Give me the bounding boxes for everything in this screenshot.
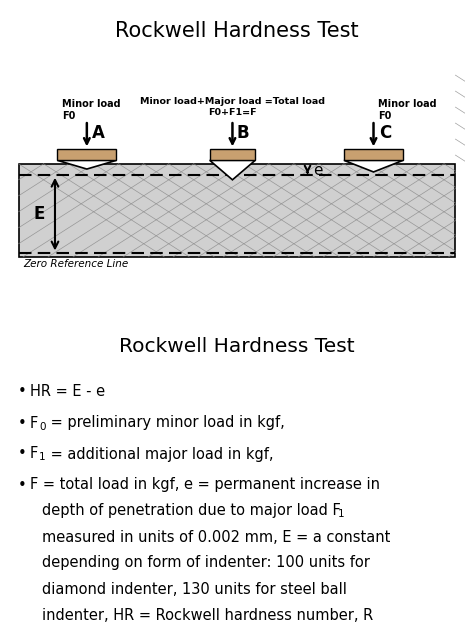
- Text: F0+F1=F: F0+F1=F: [208, 109, 257, 118]
- Text: Minor load: Minor load: [378, 99, 437, 109]
- Bar: [210, 149, 255, 161]
- Polygon shape: [344, 161, 403, 172]
- Text: •: •: [18, 446, 27, 461]
- Text: E: E: [33, 205, 45, 223]
- Text: •: •: [18, 478, 27, 492]
- Bar: [57, 149, 117, 161]
- Polygon shape: [210, 161, 255, 179]
- Text: depending on form of indenter: 100 units for: depending on form of indenter: 100 units…: [42, 556, 370, 571]
- Bar: [18, 164, 456, 257]
- Text: diamond indenter, 130 units for steel ball: diamond indenter, 130 units for steel ba…: [42, 581, 347, 597]
- Text: F: F: [30, 415, 38, 430]
- Text: = additional major load in kgf,: = additional major load in kgf,: [46, 446, 273, 461]
- Text: F = total load in kgf, e = permanent increase in: F = total load in kgf, e = permanent inc…: [30, 478, 380, 492]
- Text: Minor load: Minor load: [62, 99, 120, 109]
- Polygon shape: [57, 161, 117, 169]
- Text: •: •: [18, 415, 27, 430]
- Text: Rockwell Hardness Test: Rockwell Hardness Test: [115, 21, 359, 41]
- Text: Rockwell Hardness Test: Rockwell Hardness Test: [119, 337, 355, 356]
- Text: depth of penetration due to major load F: depth of penetration due to major load F: [42, 504, 341, 518]
- Bar: [344, 149, 403, 161]
- Text: F0: F0: [378, 111, 392, 121]
- Text: Minor load+Major load =Total load: Minor load+Major load =Total load: [140, 97, 325, 106]
- Text: e: e: [313, 163, 322, 178]
- Text: A: A: [92, 125, 105, 142]
- Text: Zero Reference Line: Zero Reference Line: [23, 259, 128, 269]
- Text: indenter, HR = Rockwell hardness number, R: indenter, HR = Rockwell hardness number,…: [42, 607, 373, 623]
- Text: •: •: [18, 384, 27, 399]
- Text: F0: F0: [62, 111, 75, 121]
- Text: 0: 0: [39, 422, 46, 432]
- Text: measured in units of 0.002 mm, E = a constant: measured in units of 0.002 mm, E = a con…: [42, 530, 391, 545]
- Text: C: C: [379, 125, 391, 142]
- Text: HR = E - e: HR = E - e: [30, 384, 105, 399]
- Text: = preliminary minor load in kgf,: = preliminary minor load in kgf,: [46, 415, 285, 430]
- Text: B: B: [237, 125, 250, 142]
- Text: 1: 1: [338, 509, 345, 519]
- Text: 1: 1: [39, 453, 46, 463]
- Text: F: F: [30, 446, 38, 461]
